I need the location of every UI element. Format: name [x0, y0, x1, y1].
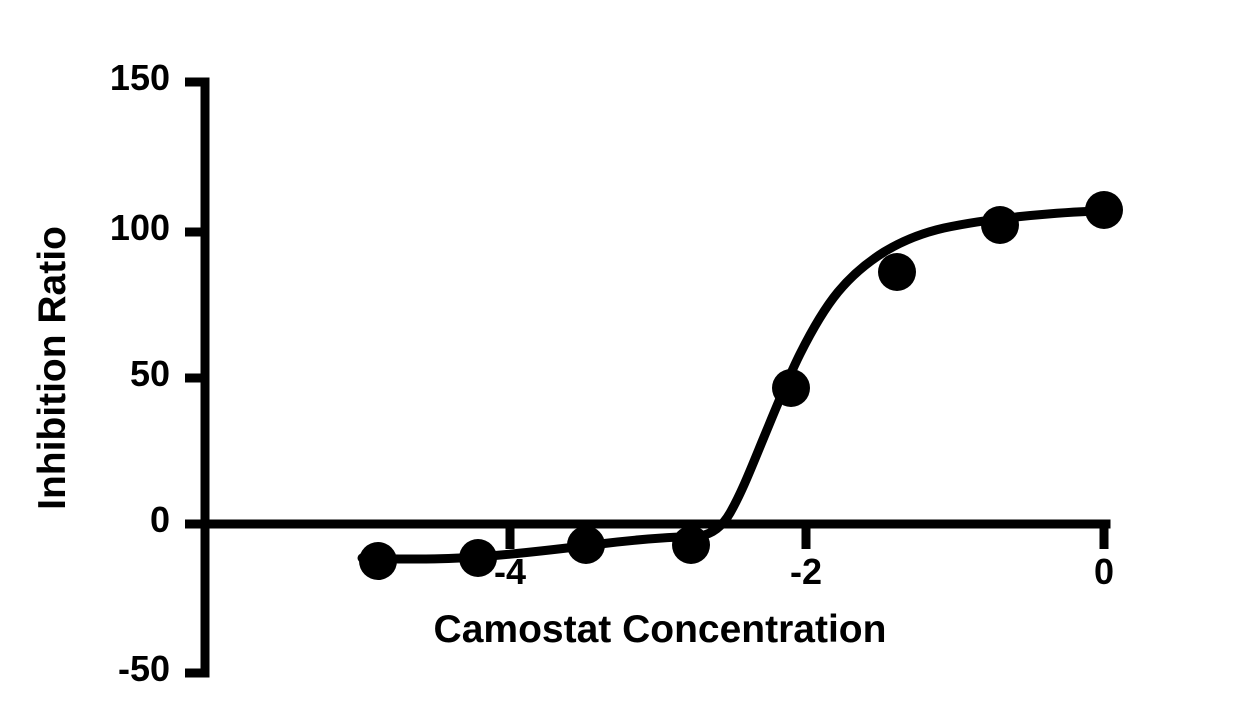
x-tick-label-minus4: -4	[493, 551, 526, 592]
data-point	[772, 369, 810, 407]
y-tick-label-50: 50	[129, 353, 170, 394]
x-tick-label-0: 0	[1093, 551, 1115, 592]
y-tick-label-0: 0	[149, 499, 170, 540]
fit-curve	[357, 206, 1115, 564]
data-point	[878, 253, 916, 291]
data-point	[1085, 191, 1123, 229]
data-point	[981, 206, 1019, 244]
data-point	[672, 526, 710, 564]
data-point	[459, 539, 497, 577]
data-point	[567, 526, 605, 564]
data-point	[359, 542, 397, 580]
x-tick-label-minus2: -2	[789, 551, 822, 592]
y-tick-label-minus50: -50	[117, 648, 170, 689]
y-tick-label-100: 100	[109, 207, 170, 248]
y-axis-title: Inhibition Ratio	[31, 226, 74, 510]
y-tick-label-150: 150	[109, 57, 170, 98]
x-axis-title: Camostat Concentration	[433, 608, 887, 651]
